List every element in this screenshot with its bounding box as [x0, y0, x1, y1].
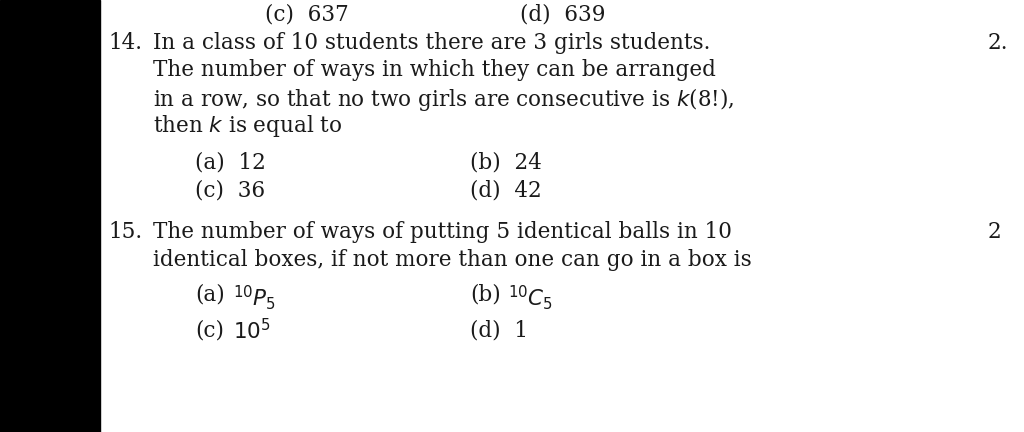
Text: in a row, so that no two girls are consecutive is $k$(8!),: in a row, so that no two girls are conse…: [153, 86, 734, 113]
Text: (d)  42: (d) 42: [470, 179, 542, 201]
Text: 2: 2: [988, 221, 1001, 243]
Text: (b)  24: (b) 24: [470, 151, 542, 173]
Text: ${}^{10}C_5$: ${}^{10}C_5$: [508, 283, 553, 312]
Text: The number of ways in which they can be arranged: The number of ways in which they can be …: [153, 59, 716, 81]
Text: identical boxes, if not more than one can go in a box is: identical boxes, if not more than one ca…: [153, 249, 752, 271]
Text: 15.: 15.: [108, 221, 142, 243]
Text: (d)  1: (d) 1: [470, 319, 528, 341]
Text: (c)  36: (c) 36: [195, 179, 265, 201]
Text: (c)  637: (c) 637: [265, 4, 349, 26]
Text: (a)  12: (a) 12: [195, 151, 266, 173]
Text: In a class of 10 students there are 3 girls students.: In a class of 10 students there are 3 gi…: [153, 32, 711, 54]
Text: (a): (a): [195, 284, 224, 306]
Text: $10^5$: $10^5$: [233, 318, 270, 343]
Text: ${}^{10}P_5$: ${}^{10}P_5$: [233, 283, 276, 312]
Text: 14.: 14.: [108, 32, 142, 54]
Text: (d)  639: (d) 639: [520, 4, 605, 26]
Text: The number of ways of putting 5 identical balls in 10: The number of ways of putting 5 identica…: [153, 221, 732, 243]
Text: 2.: 2.: [988, 32, 1009, 54]
Text: (c): (c): [195, 319, 224, 341]
Text: then $k$ is equal to: then $k$ is equal to: [153, 113, 342, 139]
Text: (b): (b): [470, 284, 501, 306]
